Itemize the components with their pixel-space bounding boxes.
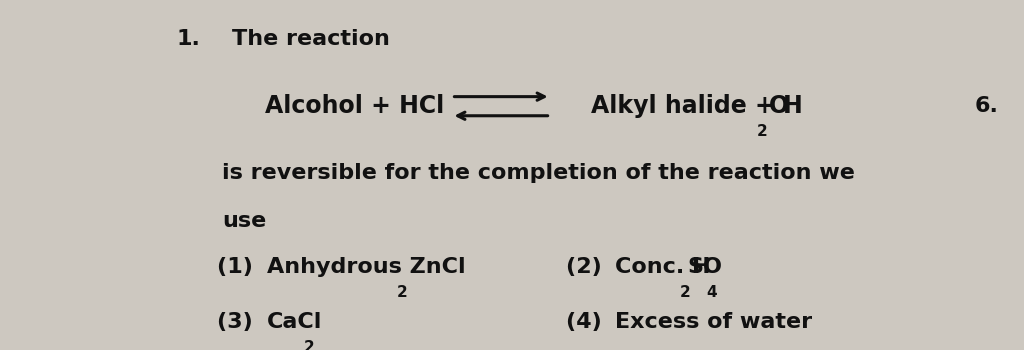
Text: Alkyl halide + H: Alkyl halide + H [591,94,803,118]
Text: is reversible for the completion of the reaction we: is reversible for the completion of the … [222,163,855,183]
Text: 2: 2 [757,125,768,140]
Text: (3): (3) [217,312,268,332]
Text: Conc. H: Conc. H [615,257,711,277]
Text: 6.: 6. [975,96,998,116]
Text: 2: 2 [304,340,314,350]
Text: use: use [222,211,266,231]
Text: (4): (4) [565,312,616,332]
Text: (1): (1) [217,257,268,277]
Text: CaCl: CaCl [266,312,323,332]
Text: O: O [769,94,790,118]
Text: Excess of water: Excess of water [615,312,812,332]
Text: The reaction: The reaction [232,29,390,49]
Text: Anhydrous ZnCl: Anhydrous ZnCl [266,257,465,277]
Text: 2: 2 [680,285,691,300]
Text: 1.: 1. [177,29,201,49]
Text: 4: 4 [706,285,717,300]
Text: Alcohol + HCl: Alcohol + HCl [265,94,444,118]
Text: (2): (2) [565,257,616,277]
Text: 2: 2 [396,285,408,300]
Text: SO: SO [687,257,722,277]
